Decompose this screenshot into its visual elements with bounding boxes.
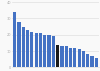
Bar bbox=[43, 35, 46, 67]
Bar bbox=[39, 33, 42, 67]
Bar bbox=[78, 49, 81, 67]
Bar bbox=[73, 48, 76, 67]
Bar bbox=[86, 54, 89, 67]
Bar bbox=[95, 58, 98, 67]
Bar bbox=[52, 36, 55, 67]
Bar bbox=[90, 56, 94, 67]
Bar bbox=[47, 35, 51, 67]
Bar bbox=[69, 48, 72, 67]
Bar bbox=[30, 32, 33, 67]
Bar bbox=[17, 22, 20, 67]
Bar bbox=[82, 51, 85, 67]
Bar bbox=[13, 12, 16, 67]
Bar bbox=[60, 46, 64, 67]
Bar bbox=[22, 27, 25, 67]
Bar bbox=[65, 46, 68, 67]
Bar bbox=[56, 45, 59, 67]
Bar bbox=[26, 30, 29, 67]
Bar bbox=[34, 33, 38, 67]
